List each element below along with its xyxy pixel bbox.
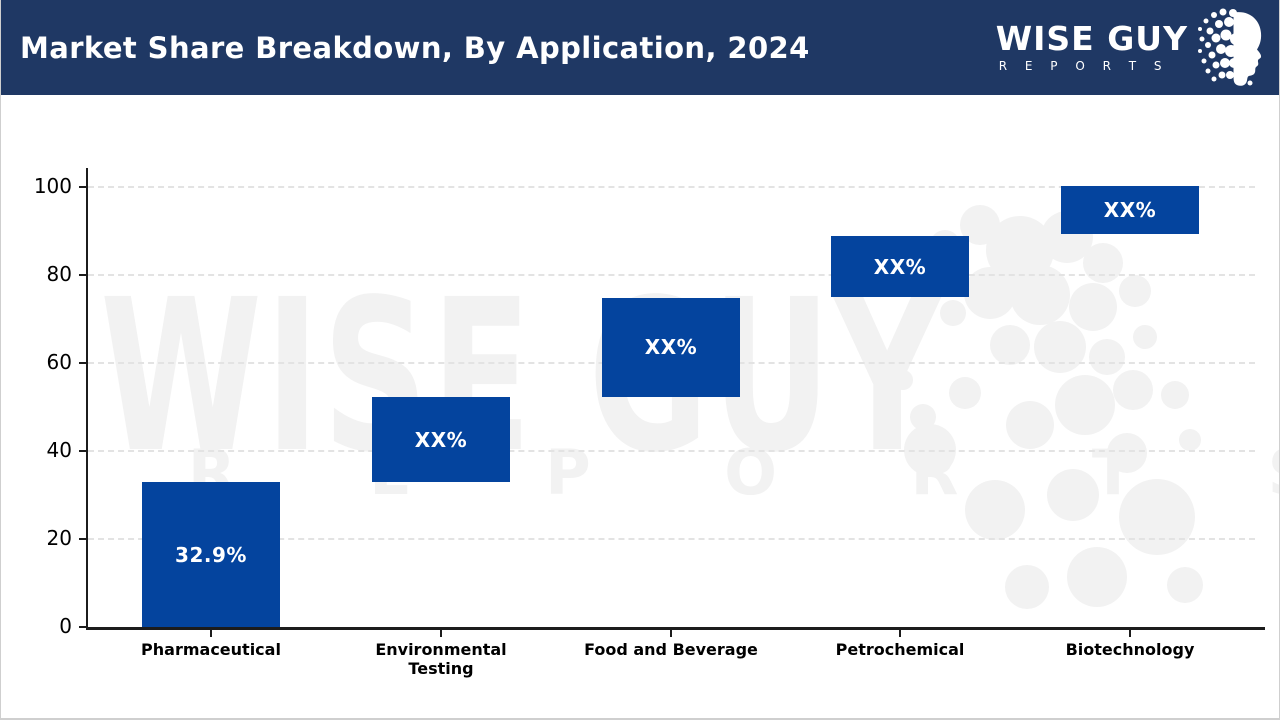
y-tick-mark — [79, 450, 88, 452]
brand-name: WISE GUY — [995, 19, 1188, 58]
bar-value-label: XX% — [873, 254, 927, 279]
y-tick-label: 40 — [46, 438, 72, 462]
bar-environmental-testing: XX% — [372, 396, 510, 483]
y-tick-mark — [79, 538, 88, 540]
header: Market Share Breakdown, By Application, … — [0, 0, 1280, 95]
bar-food-and-beverage: XX% — [602, 297, 740, 397]
bar-value-label: XX% — [644, 335, 698, 360]
x-tick-mark — [899, 630, 901, 637]
brand-logo-text: WISE GUY R E P O R T S — [996, 22, 1188, 73]
y-tick-label: 60 — [46, 350, 72, 374]
x-tick-label: Biotechnology — [1065, 640, 1195, 659]
gridline — [88, 274, 1255, 276]
x-tick-label: Environmental Testing — [375, 640, 507, 678]
x-tick-label: Food and Beverage — [584, 640, 758, 659]
bar-petrochemical: XX% — [831, 235, 969, 298]
y-tick-label: 0 — [59, 614, 72, 638]
x-axis-line — [86, 627, 1265, 630]
gridline — [88, 450, 1255, 452]
logo-head-icon — [1198, 8, 1262, 86]
y-tick-mark — [79, 186, 88, 188]
x-tick-mark — [1129, 630, 1131, 637]
y-axis-line — [86, 168, 88, 629]
x-tick-mark — [440, 630, 442, 637]
y-tick-label: 80 — [46, 262, 72, 286]
brand-subtitle: R E P O R T S — [998, 59, 1169, 73]
chart-title: Market Share Breakdown, By Application, … — [20, 30, 810, 65]
y-tick-label: 20 — [46, 526, 72, 550]
x-tick-label: Pharmaceutical — [141, 640, 281, 659]
bar-pharmaceutical: 32.9% — [142, 482, 280, 627]
x-tick-mark — [670, 630, 672, 637]
brand-logo: WISE GUY R E P O R T S — [996, 7, 1266, 89]
gridline — [88, 186, 1255, 188]
x-tick-mark — [210, 630, 212, 637]
bar-value-label: XX% — [414, 427, 468, 452]
bar-biotechnology: XX% — [1061, 186, 1199, 235]
bar-value-label: 32.9% — [175, 542, 247, 567]
y-tick-mark — [79, 362, 88, 364]
y-tick-mark — [79, 626, 88, 628]
y-tick-mark — [79, 274, 88, 276]
y-tick-label: 100 — [33, 174, 72, 198]
bar-value-label: XX% — [1103, 198, 1157, 223]
gridline — [88, 538, 1255, 540]
x-tick-label: Petrochemical — [835, 640, 965, 659]
